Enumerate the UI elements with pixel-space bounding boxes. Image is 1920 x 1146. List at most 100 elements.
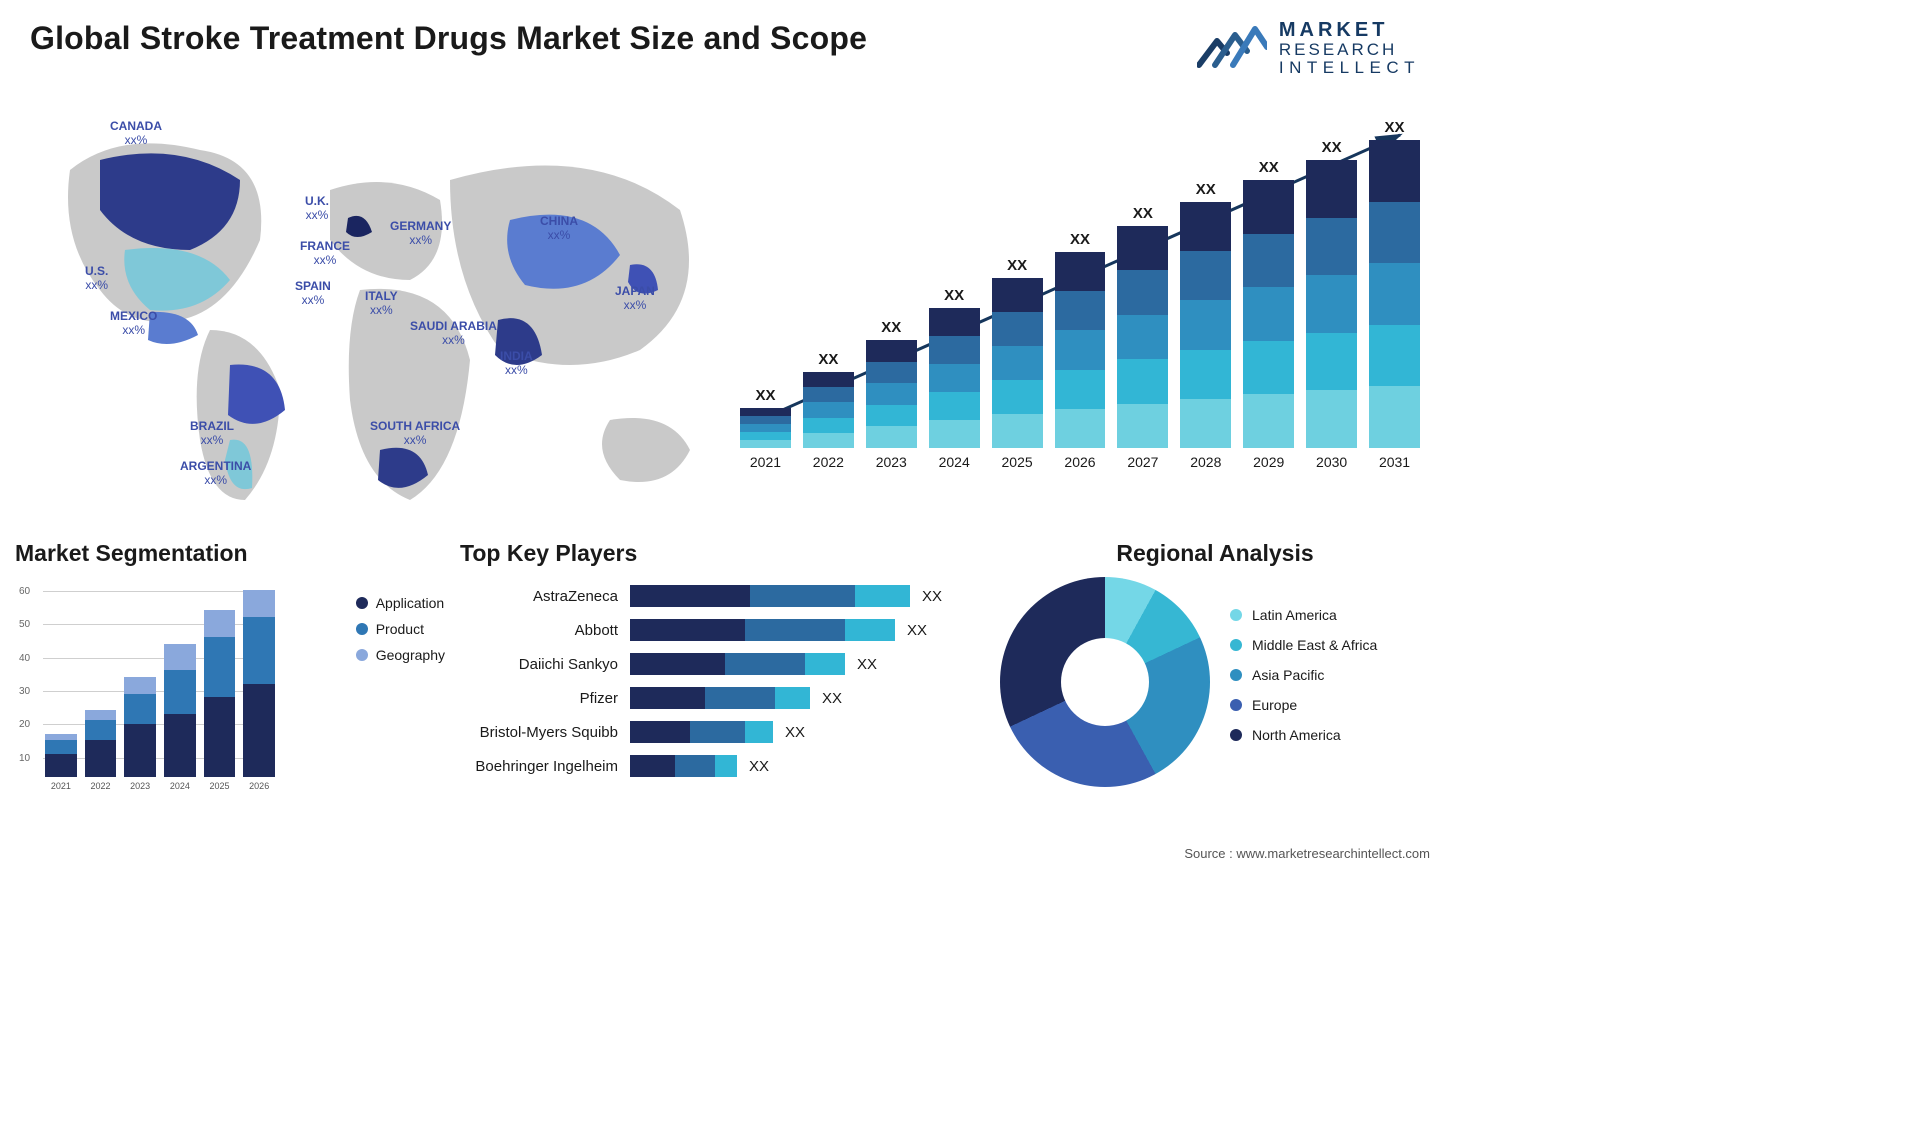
- forecast-bar-seg: [803, 402, 854, 417]
- legend-swatch-icon: [1230, 609, 1242, 621]
- legend-swatch-icon: [1230, 729, 1242, 741]
- forecast-year-label: 2021: [750, 454, 781, 470]
- seg-bar-seg: [45, 754, 77, 777]
- forecast-value-label: XX: [881, 319, 901, 336]
- player-row: Pfizer XX: [460, 681, 970, 715]
- player-bar-seg: [690, 721, 745, 743]
- forecast-bar-seg: [866, 383, 917, 405]
- legend-label: North America: [1252, 727, 1341, 743]
- key-players-section: Top Key Players AstraZenecaXXAbbottXXDai…: [460, 540, 970, 840]
- map-label-italy: ITALYxx%: [365, 290, 398, 318]
- legend-swatch-icon: [356, 649, 368, 661]
- forecast-bar-2031: XX2031: [1369, 119, 1420, 470]
- player-bar-seg: [675, 755, 715, 777]
- legend-swatch-icon: [1230, 669, 1242, 681]
- seg-year-label: 2026: [249, 781, 269, 791]
- player-bar-seg: [630, 585, 750, 607]
- forecast-value-label: XX: [1259, 159, 1279, 176]
- forecast-bar-seg: [803, 433, 854, 448]
- forecast-value-label: XX: [755, 387, 775, 404]
- player-value: XX: [785, 724, 805, 741]
- seg-bar-stack: [45, 734, 77, 777]
- forecast-bar-seg: [1306, 275, 1357, 333]
- world-map: CANADAxx%U.S.xx%MEXICOxx%BRAZILxx%ARGENT…: [30, 100, 730, 520]
- player-value: XX: [822, 690, 842, 707]
- map-label-saudi-arabia: SAUDI ARABIAxx%: [410, 320, 497, 348]
- forecast-bar-stack: [1369, 140, 1420, 448]
- seg-bar-2026: 2026: [243, 590, 275, 791]
- player-name: AstraZeneca: [460, 588, 630, 605]
- seg-bar-2021: 2021: [45, 734, 77, 791]
- forecast-bar-seg: [866, 426, 917, 448]
- segmentation-legend: ApplicationProductGeography: [356, 595, 445, 673]
- legend-label: Latin America: [1252, 607, 1337, 623]
- forecast-bar-seg: [992, 380, 1043, 414]
- logo-line3: INTELLECT: [1279, 59, 1420, 77]
- source-line: Source : www.marketresearchintellect.com: [1184, 846, 1430, 861]
- forecast-bar-stack: [1306, 160, 1357, 448]
- forecast-value-label: XX: [1133, 205, 1153, 222]
- forecast-bar-seg: [1243, 234, 1294, 288]
- forecast-bar-seg: [803, 387, 854, 402]
- player-row: AstraZenecaXX: [460, 579, 970, 613]
- forecast-year-label: 2031: [1379, 454, 1410, 470]
- seg-legend-item: Geography: [356, 647, 445, 663]
- legend-swatch-icon: [356, 623, 368, 635]
- seg-bar-seg: [124, 677, 156, 694]
- player-row: Daiichi SankyoXX: [460, 647, 970, 681]
- seg-bar-seg: [164, 644, 196, 671]
- forecast-bar-seg: [929, 336, 980, 364]
- forecast-bar-2029: XX 2029: [1243, 159, 1294, 470]
- region-legend-item: Europe: [1230, 697, 1377, 713]
- region-legend-item: Latin America: [1230, 607, 1377, 623]
- map-label-japan: JAPANxx%: [615, 285, 655, 313]
- forecast-bar-seg: [1055, 370, 1106, 409]
- seg-bar-2024: 2024: [164, 644, 196, 791]
- player-name: Boehringer Ingelheim: [460, 758, 630, 775]
- forecast-year-label: 2025: [1002, 454, 1033, 470]
- seg-year-label: 2025: [210, 781, 230, 791]
- legend-swatch-icon: [1230, 699, 1242, 711]
- player-bar-seg: [855, 585, 910, 607]
- forecast-bar-seg: [1306, 390, 1357, 448]
- seg-year-label: 2024: [170, 781, 190, 791]
- player-bar-seg: [805, 653, 845, 675]
- player-bar-seg: [750, 585, 855, 607]
- seg-bar-seg: [124, 694, 156, 724]
- forecast-year-label: 2028: [1190, 454, 1221, 470]
- forecast-bar-seg: [1243, 394, 1294, 448]
- seg-bar-stack: [204, 610, 236, 777]
- logo-mark-icon: [1197, 23, 1267, 73]
- map-label-south-africa: SOUTH AFRICAxx%: [370, 420, 460, 448]
- forecast-bar-seg: [1369, 202, 1420, 264]
- player-name: Pfizer: [460, 690, 630, 707]
- player-bar-seg: [630, 619, 745, 641]
- player-bar-seg: [745, 721, 773, 743]
- forecast-bar-stack: [740, 408, 791, 448]
- forecast-bar-2021: XX 2021: [740, 387, 791, 470]
- player-bar: [630, 585, 910, 607]
- legend-swatch-icon: [356, 597, 368, 609]
- forecast-year-label: 2022: [813, 454, 844, 470]
- forecast-value-label: XX: [818, 351, 838, 368]
- forecast-bar-stack: [929, 308, 980, 448]
- seg-legend-item: Application: [356, 595, 445, 611]
- forecast-bar-seg: [929, 392, 980, 420]
- forecast-bar-seg: [740, 408, 791, 416]
- forecast-bar-seg: [740, 424, 791, 432]
- player-value: XX: [749, 758, 769, 775]
- forecast-year-label: 2029: [1253, 454, 1284, 470]
- forecast-bar-seg: [929, 364, 980, 392]
- forecast-bar-seg: [992, 278, 1043, 312]
- forecast-bar-stack: [992, 278, 1043, 448]
- map-label-u-k-: U.K.xx%: [305, 195, 329, 223]
- player-value: XX: [857, 656, 877, 673]
- seg-year-label: 2021: [51, 781, 71, 791]
- forecast-bar-seg: [1117, 270, 1168, 314]
- player-bar-seg: [845, 619, 895, 641]
- player-bar-seg: [745, 619, 845, 641]
- seg-year-label: 2023: [130, 781, 150, 791]
- forecast-bar-seg: [803, 418, 854, 433]
- map-label-brazil: BRAZILxx%: [190, 420, 234, 448]
- forecast-value-label: XX: [1322, 139, 1342, 156]
